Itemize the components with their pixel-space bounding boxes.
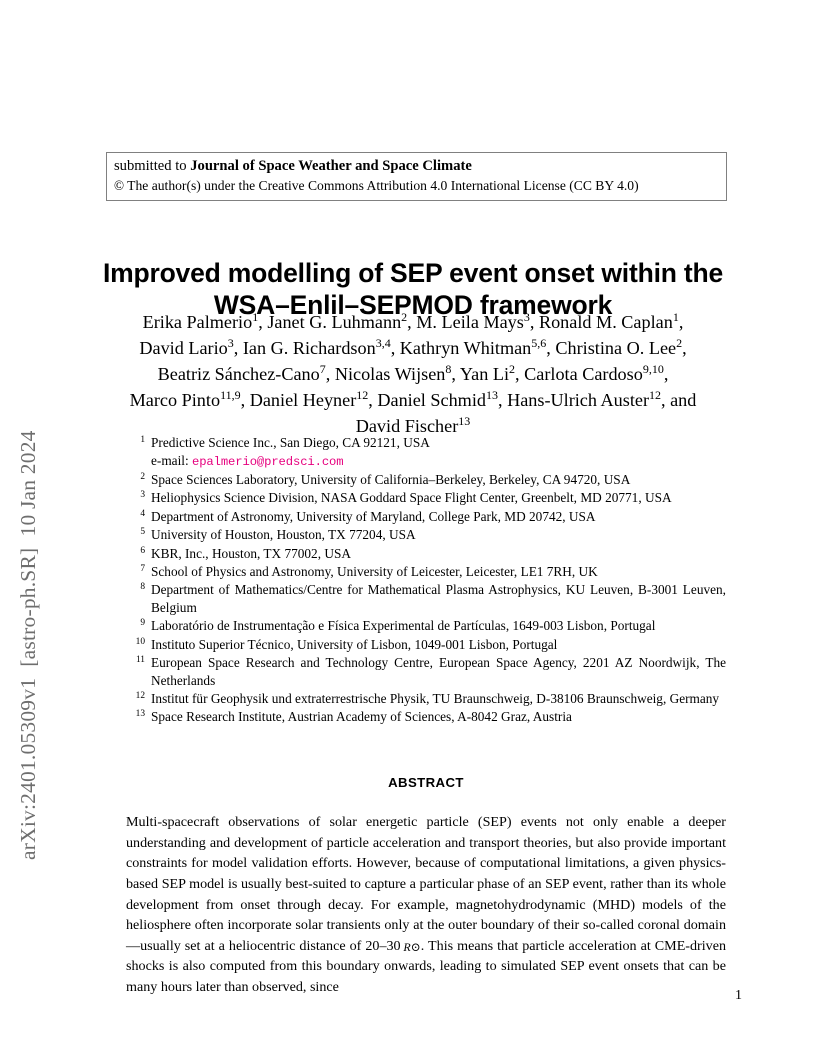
author-affiliation-marker: 2: [401, 309, 408, 324]
author-name: Daniel Heyner12: [249, 387, 369, 411]
affiliation-number: 1: [140, 435, 145, 445]
author-affiliation-marker: 13: [458, 414, 471, 428]
affiliation-text: School of Physics and Astronomy, Univers…: [151, 563, 598, 579]
author-name: David Fischer13: [355, 414, 471, 437]
solar-radius-symbol: R⊙: [403, 939, 421, 954]
abstract-body: Multi-spacecraft observations of solar e…: [126, 812, 726, 998]
author-name: Yan Li2: [459, 361, 516, 385]
abstract-text-part-1: Multi-spacecraft observations of solar e…: [126, 814, 726, 954]
copyright-line: © The author(s) under the Creative Commo…: [114, 177, 719, 195]
author-affiliation-marker: 1: [252, 309, 259, 324]
affiliation-number: 13: [135, 709, 145, 720]
author-name: M. Leila Mays3: [416, 309, 530, 332]
affiliation-number: 2: [140, 472, 145, 483]
affiliation-item: 2 Space Sciences Laboratory, University o…: [126, 471, 726, 489]
author-line: David Fischer13: [80, 413, 746, 439]
affiliation-item: 9 Laboratório de Instrumentação e Física …: [126, 617, 726, 635]
journal-submission-line: submitted to Journal of Space Weather an…: [114, 157, 719, 176]
affiliation-item: 12 Institut für Geophysik und extraterres…: [126, 690, 726, 708]
affiliation-number: 3: [140, 490, 145, 501]
author-name: Beatriz Sánchez-Cano7: [157, 361, 326, 385]
affiliation-text: European Space Research and Technology C…: [151, 654, 726, 688]
author-affiliation-marker: 2: [676, 335, 683, 350]
author-name: Erika Palmerio1: [142, 309, 259, 332]
author-affiliation-marker: 8: [445, 361, 452, 376]
author-affiliation-marker: 3: [523, 309, 530, 324]
affiliation-number: 11: [135, 654, 145, 665]
author-affiliation-marker: 9,10: [642, 361, 664, 376]
affiliation-number: 7: [140, 563, 145, 574]
affiliation-item: 8 Department of Mathematics/Centre for Ma…: [126, 581, 726, 617]
author-line: David Lario3, Ian G. Richardson3,4, Kath…: [139, 335, 687, 359]
affiliation-item: 7 School of Physics and Astronomy, Univer…: [126, 563, 726, 581]
affiliation-text: University of Houston, Houston, TX 77204…: [151, 527, 416, 543]
author-name: David Lario3: [139, 335, 234, 359]
affiliation-number: 5: [140, 527, 145, 538]
affiliation-text: Heliophysics Science Division, NASA Godd…: [151, 490, 672, 506]
journal-header-box: submitted to Journal of Space Weather an…: [106, 152, 727, 202]
affiliation-text: Predictive Science Inc., San Diego, CA 9…: [151, 434, 726, 471]
affiliation-number: 12: [135, 691, 145, 702]
paper-title: Improved modelling of SEP event onset wi…: [102, 257, 724, 320]
journal-name: Journal of Space Weather and Space Clima…: [190, 158, 472, 174]
author-affiliation-marker: 2: [509, 361, 516, 376]
affiliation-text: Department of Mathematics/Centre for Mat…: [151, 582, 726, 615]
affiliation-text: Department of Astronomy, University of M…: [151, 508, 596, 524]
affiliation-email-line: e-mail: epalmerio@predsci.com: [151, 452, 726, 470]
copyright-text: The author(s) under the Creative Commons…: [124, 178, 639, 194]
abstract-text-part-2: . This means that particle acceleration …: [126, 937, 727, 996]
affiliation-item: 4 Department of Astronomy, University of …: [126, 508, 726, 526]
author-name: Kathryn Whitman5,6: [399, 335, 547, 359]
affiliation-item: 10 Instituto Superior Técnico, University…: [126, 636, 726, 654]
affiliation-text: Institut für Geophysik und extraterrestr…: [151, 691, 720, 707]
affiliation-text: KBR, Inc., Houston, TX 77002, USA: [151, 545, 351, 561]
page-number: 1: [735, 988, 742, 1003]
affiliation-text: Space Sciences Laboratory, University of…: [151, 472, 631, 488]
author-name: Nicolas Wijsen8: [334, 361, 452, 385]
author-name: Ronald M. Caplan1: [538, 309, 679, 332]
affiliation-item: 11 European Space Research and Technology…: [126, 654, 726, 690]
email-address-link[interactable]: epalmerio@predsci.com: [191, 455, 344, 470]
author-affiliation-marker: 5,6: [531, 335, 547, 350]
affiliation-item: 5 University of Houston, Houston, TX 7720…: [126, 526, 726, 544]
affiliation-item: 13 Space Research Institute, Austrian Aca…: [126, 708, 726, 726]
author-list: Erika Palmerio1, Janet G. Luhmann2, M. L…: [80, 309, 746, 439]
author-line: Beatriz Sánchez-Cano7, Nicolas Wijsen8, …: [157, 361, 669, 385]
author-name: Daniel Schmid13: [377, 387, 498, 411]
affiliation-item: 1 Predictive Science Inc., San Diego, CA …: [126, 434, 726, 471]
abstract-heading: ABSTRACT: [388, 775, 464, 790]
author-affiliation-marker: 12: [356, 387, 369, 402]
author-line: Erika Palmerio1, Janet G. Luhmann2, M. L…: [142, 309, 684, 332]
author-affiliation-marker: 12: [649, 387, 662, 402]
affiliation-number: 6: [140, 545, 145, 556]
author-name: Ian G. Richardson3,4: [242, 335, 391, 359]
affiliation-item: 3 Heliophysics Science Division, NASA God…: [126, 489, 726, 507]
affiliation-item: 6 KBR, Inc., Houston, TX 77002, USA: [126, 545, 726, 563]
affiliation-number: 8: [140, 582, 145, 593]
affiliation-number: 4: [140, 508, 145, 519]
copyright-icon: ©: [114, 178, 125, 194]
affiliation-text: Laboratório de Instrumentação e Física E…: [151, 618, 656, 634]
author-line: Marco Pinto11,9, Daniel Heyner12, Daniel…: [129, 387, 697, 411]
author-affiliation-marker: 3: [227, 335, 234, 350]
author-affiliation-marker: 7: [319, 361, 326, 376]
author-affiliation-marker: 13: [485, 387, 498, 402]
author-name: Hans-Ulrich Auster12: [507, 387, 662, 411]
author-name: Christina O. Lee2: [555, 335, 683, 359]
author-affiliation-marker: 1: [672, 309, 679, 324]
author-name: Marco Pinto11,9: [129, 387, 241, 411]
affiliation-text: Space Research Institute, Austrian Acade…: [151, 709, 572, 725]
affiliation-number: 10: [135, 636, 145, 647]
author-name: Carlota Cardoso9,10: [524, 361, 664, 385]
affiliation-text: Instituto Superior Técnico, University o…: [151, 636, 558, 652]
affiliation-list: 1 Predictive Science Inc., San Diego, CA …: [126, 434, 726, 727]
affiliation-number: 9: [140, 618, 145, 629]
author-name: Janet G. Luhmann2: [267, 309, 408, 332]
submitted-to-label: submitted to: [114, 158, 191, 174]
author-affiliation-marker: 11,9: [220, 387, 241, 402]
email-label: e-mail:: [151, 453, 192, 469]
author-affiliation-marker: 3,4: [375, 335, 391, 350]
